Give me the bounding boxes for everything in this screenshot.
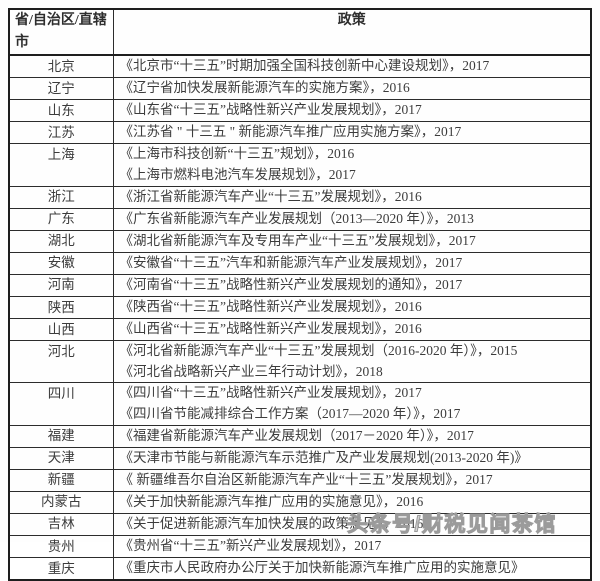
- table-row: 新疆《 新疆维吾尔自治区新能源汽车产业“十三五”发展规划》，2017: [8, 468, 592, 492]
- province-cell: 河南: [8, 273, 114, 298]
- policy-cell: 《陕西省“十三五”战略性新兴产业发展规划》，2016: [112, 296, 592, 320]
- document-page: 省/自治区/直辖市 政策 北京 《北京市“十三五”时期加强全国科技创新中心建设规划…: [8, 8, 592, 581]
- table-row: 上海 《上海市科技创新“十三五”规划》，2016 《上海市燃料电池汽车发展规划》，2…: [8, 143, 592, 187]
- policy-cell: 《贵州省“十三五”新兴产业发展规划》，2017: [112, 535, 592, 559]
- policy-line: 《重庆市人民政府办公厅关于加快新能源汽车推广应用的实施意见》: [119, 560, 525, 576]
- table-row: 辽宁 《辽宁省加快发展新能源汽车的实施方案》，2016: [8, 77, 592, 101]
- province-cell: 贵州: [8, 535, 114, 559]
- province-cell: 内蒙古: [8, 490, 114, 514]
- header-province: 省/自治区/直辖市: [8, 8, 114, 56]
- header-policy: 政策: [112, 8, 592, 56]
- table-row: 河北 《河北省新能源汽车产业“十三五”发展规划（2016-2020 年）》，201…: [8, 340, 592, 384]
- policy-cell: 《上海市科技创新“十三五”规划》，2016 《上海市燃料电池汽车发展规划》，201…: [112, 143, 592, 187]
- table-row: 山东 《山东省“十三五”战略性新兴产业发展规划》，2017: [8, 99, 592, 123]
- province-cell: 山西: [8, 318, 114, 342]
- policy-line: 《河北省战略新兴产业三年行动计划》，2018: [119, 363, 383, 379]
- province-cell: 山东: [8, 99, 114, 123]
- policy-cell: 《福建省新能源汽车产业发展规划（2017－2020 年）》，2017: [112, 424, 592, 448]
- policy-cell: 《河南省“十三五”战略性新兴产业发展规划的通知》，2017: [112, 273, 592, 298]
- policy-line: 《河南省“十三五”战略性新兴产业发展规划的通知》，2017: [119, 276, 463, 292]
- table-row: 福建 《福建省新能源汽车产业发展规划（2017－2020 年）》，2017: [8, 424, 592, 448]
- policy-line: 《辽宁省加快发展新能源汽车的实施方案》，2016: [119, 80, 410, 96]
- policy-cell: 《山东省“十三五”战略性新兴产业发展规划》，2017: [112, 99, 592, 123]
- table-row: 江苏 《江苏省 " 十三五 " 新能源汽车推广应用实施方案》，2017: [8, 121, 592, 145]
- province-cell: 吉林: [8, 512, 114, 537]
- table-row: 安徽 《安徽省“十三五”汽车和新能源汽车产业发展规划》，2017: [8, 251, 592, 275]
- policy-line: 《北京市“十三五”时期加强全国科技创新中心建设规划》，2017: [119, 58, 490, 73]
- table-row: 广东 《广东省新能源汽车产业发展规划（2013—2020 年）》，2013: [8, 207, 592, 231]
- table-row: 四川 《四川省“十三五”战略性新兴产业发展规划》，2017 《四川省节能减排综合工作…: [8, 382, 592, 426]
- policy-cell: 《关于促进新能源汽车加快发展的政策意见》，2016: [112, 512, 592, 537]
- policy-line: 《四川省“十三五”战略性新兴产业发展规划》，2017: [119, 385, 422, 401]
- table-row: 河南 《河南省“十三五”战略性新兴产业发展规划的通知》，2017: [8, 273, 592, 298]
- header-row: 省/自治区/直辖市 政策: [8, 8, 592, 56]
- policy-line: 《四川省节能减排综合工作方案（2017—2020 年）》，2017: [119, 406, 461, 421]
- policy-cell: 《湖北省新能源汽车及专用车产业“十三五”发展规划》，2017: [112, 229, 592, 253]
- province-cell: 天津: [8, 446, 114, 470]
- province-cell: 北京: [8, 54, 114, 79]
- table-row: 北京 《北京市“十三五”时期加强全国科技创新中心建设规划》，2017: [8, 54, 592, 79]
- policy-table: 省/自治区/直辖市 政策 北京 《北京市“十三五”时期加强全国科技创新中心建设规划…: [8, 8, 592, 581]
- policy-cell: 《四川省“十三五”战略性新兴产业发展规划》，2017 《四川省节能减排综合工作方案…: [112, 382, 592, 426]
- policy-cell: 《河北省新能源汽车产业“十三五”发展规划（2016-2020 年）》，2015 《…: [112, 340, 592, 384]
- table-body: 北京 《北京市“十三五”时期加强全国科技创新中心建设规划》，2017 辽宁 《辽宁省加…: [8, 54, 592, 581]
- province-cell: 新疆: [8, 468, 114, 492]
- policy-line: 《安徽省“十三五”汽车和新能源汽车产业发展规划》，2017: [119, 254, 463, 270]
- province-cell: 四川: [8, 382, 114, 426]
- province-cell: 河北: [8, 340, 114, 384]
- policy-line: 《关于促进新能源汽车加快发展的政策意见》，2016: [119, 515, 424, 531]
- table-row: 重庆 《重庆市人民政府办公厅关于加快新能源汽车推广应用的实施意见》: [8, 557, 592, 581]
- table-row: 陕西 《陕西省“十三五”战略性新兴产业发展规划》，2016: [8, 296, 592, 320]
- policy-line: 《陕西省“十三五”战略性新兴产业发展规划》，2016: [119, 299, 422, 315]
- policy-cell: 《广东省新能源汽车产业发展规划（2013—2020 年）》，2013: [112, 207, 592, 231]
- policy-line: 《天津市节能与新能源汽车示范推广及产业发展规划(2013-2020 年)》: [119, 449, 528, 465]
- policy-line: 《山东省“十三五”战略性新兴产业发展规划》，2017: [119, 102, 422, 118]
- table-row: 浙江 《浙江省新能源汽车产业“十三五”发展规划》，2016: [8, 185, 592, 209]
- policy-cell: 《山西省“十三五”战略性新兴产业发展规划》，2016: [112, 318, 592, 342]
- policy-line: 《江苏省 " 十三五 " 新能源汽车推广应用实施方案》，2017: [119, 124, 462, 140]
- policy-line: 《 新疆维吾尔自治区新能源汽车产业“十三五”发展规划》，2017: [119, 471, 493, 487]
- table-row: 山西 《山西省“十三五”战略性新兴产业发展规划》，2016: [8, 318, 592, 342]
- policy-line: 《河北省新能源汽车产业“十三五”发展规划（2016-2020 年）》，2015: [119, 343, 518, 359]
- policy-line: 《贵州省“十三五”新兴产业发展规划》，2017: [119, 538, 382, 554]
- policy-cell: 《 新疆维吾尔自治区新能源汽车产业“十三五”发展规划》，2017: [112, 468, 592, 492]
- province-cell: 湖北: [8, 229, 114, 253]
- table-row: 贵州 《贵州省“十三五”新兴产业发展规划》，2017: [8, 535, 592, 559]
- policy-cell: 《浙江省新能源汽车产业“十三五”发展规划》，2016: [112, 185, 592, 209]
- policy-line: 《福建省新能源汽车产业发展规划（2017－2020 年）》，2017: [119, 427, 474, 443]
- province-cell: 福建: [8, 424, 114, 448]
- province-cell: 江苏: [8, 121, 114, 145]
- policy-line: 《广东省新能源汽车产业发展规划（2013—2020 年）》，2013: [119, 210, 474, 226]
- province-cell: 辽宁: [8, 77, 114, 101]
- policy-line: 《山西省“十三五”战略性新兴产业发展规划》，2016: [119, 321, 422, 337]
- policy-line: 《上海市燃料电池汽车发展规划》，2017: [119, 166, 356, 182]
- province-cell: 广东: [8, 207, 114, 231]
- policy-cell: 《重庆市人民政府办公厅关于加快新能源汽车推广应用的实施意见》: [112, 557, 592, 581]
- province-cell: 陕西: [8, 296, 114, 320]
- policy-line: 《浙江省新能源汽车产业“十三五”发展规划》，2016: [119, 188, 422, 204]
- province-cell: 安徽: [8, 251, 114, 275]
- policy-cell: 《安徽省“十三五”汽车和新能源汽车产业发展规划》，2017: [112, 251, 592, 275]
- table-row: 湖北 《湖北省新能源汽车及专用车产业“十三五”发展规划》，2017: [8, 229, 592, 253]
- policy-line: 《湖北省新能源汽车及专用车产业“十三五”发展规划》，2017: [119, 232, 476, 248]
- policy-line: 《上海市科技创新“十三五”规划》，2016: [119, 146, 355, 162]
- policy-cell: 《天津市节能与新能源汽车示范推广及产业发展规划(2013-2020 年)》: [112, 446, 592, 470]
- policy-line: 《关于加快新能源汽车推广应用的实施意见》，2016: [119, 493, 424, 509]
- table-row: 吉林 《关于促进新能源汽车加快发展的政策意见》，2016: [8, 512, 592, 537]
- province-cell: 浙江: [8, 185, 114, 209]
- table-row: 天津 《天津市节能与新能源汽车示范推广及产业发展规划(2013-2020 年)》: [8, 446, 592, 470]
- policy-cell: 《江苏省 " 十三五 " 新能源汽车推广应用实施方案》，2017: [112, 121, 592, 145]
- policy-cell: 《北京市“十三五”时期加强全国科技创新中心建设规划》，2017: [112, 54, 592, 79]
- policy-cell: 《关于加快新能源汽车推广应用的实施意见》，2016: [112, 490, 592, 514]
- policy-cell: 《辽宁省加快发展新能源汽车的实施方案》，2016: [112, 77, 592, 101]
- province-cell: 重庆: [8, 557, 114, 581]
- table-row: 内蒙古 《关于加快新能源汽车推广应用的实施意见》，2016: [8, 490, 592, 514]
- province-cell: 上海: [8, 143, 114, 187]
